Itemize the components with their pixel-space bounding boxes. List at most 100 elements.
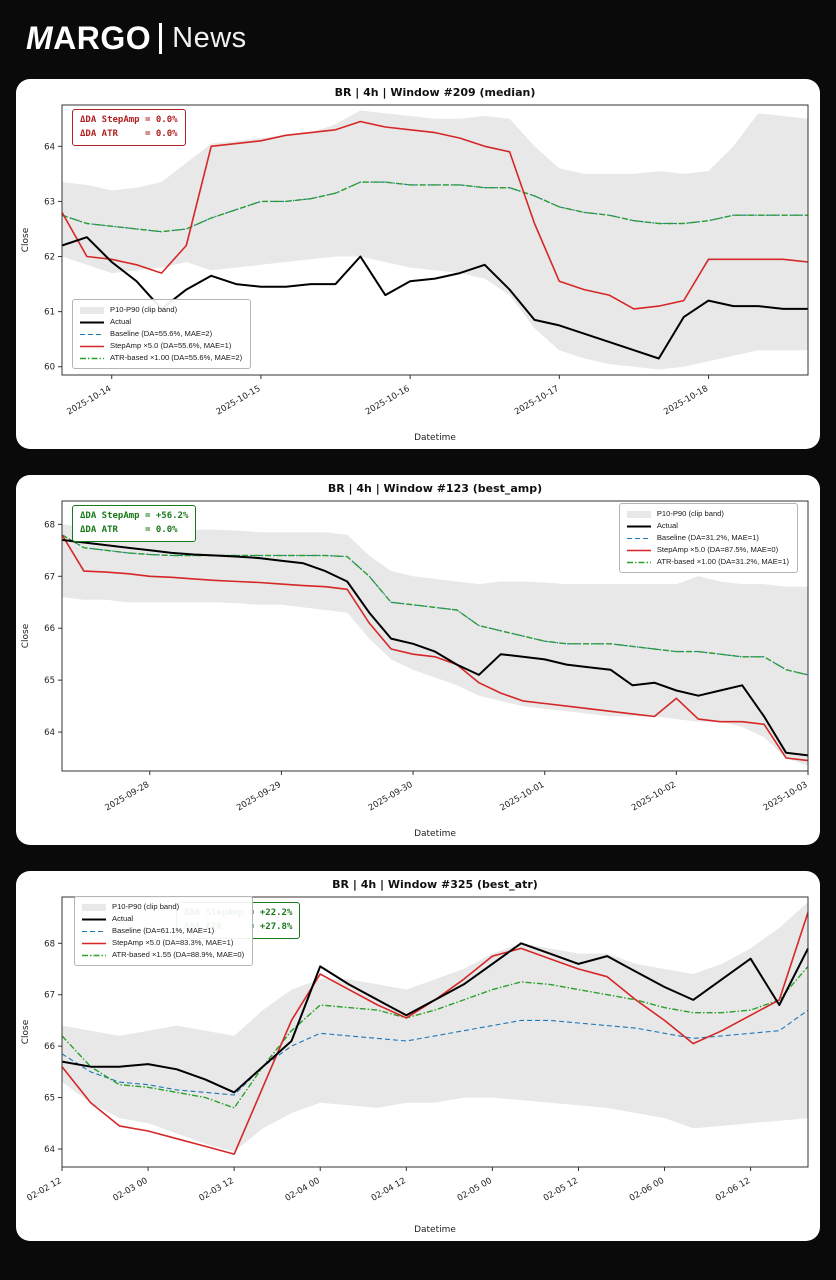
y-tick-label: 64 <box>44 1145 55 1155</box>
legend-label: StepAmp ×5.0 (DA=87.5%, MAE=0) <box>656 545 779 554</box>
x-tick-label: 02-04 00 <box>284 1176 322 1204</box>
x-tick-label: 2025-10-16 <box>364 384 412 417</box>
legend-label: Actual <box>656 521 678 530</box>
legend-entry: Baseline (DA=31.2%, MAE=1) <box>626 532 789 544</box>
legend-entry: Actual <box>79 316 242 328</box>
legend-line-swatch <box>82 942 106 944</box>
y-tick-label: 65 <box>44 676 55 686</box>
series-actual <box>61 942 809 1094</box>
x-tick-label: 2025-09-29 <box>235 780 283 813</box>
legend-label: Actual <box>112 914 134 923</box>
charts-column: 60 61 62 63 64 2025-10-14 2025-10-15 2025-10-16… <box>0 79 836 1241</box>
legend-entry: Actual <box>626 520 789 532</box>
y-tick-label: 67 <box>44 572 55 582</box>
plot-frame <box>61 896 809 1168</box>
x-tick-label: 2025-10-15 <box>215 384 263 417</box>
legend-label: ATR-based ×1.00 (DA=55.6%, MAE=2) <box>110 353 243 362</box>
legend-line-swatch <box>82 954 106 956</box>
series-stepamp <box>61 120 809 310</box>
x-tick-label: 2025-10-18 <box>662 384 710 417</box>
legend-label: Baseline (DA=61.1%, MAE=1) <box>112 926 215 935</box>
chart-card-best-amp: 64 65 66 67 68 2025-09-28 2025-09-29 2025-09-30… <box>16 475 820 845</box>
x-tick-label: 02-06 12 <box>714 1176 752 1204</box>
y-tick-label: 64 <box>44 728 55 738</box>
y-tick-label: 65 <box>44 1094 55 1104</box>
legend-entry: ATR-based ×1.55 (DA=88.9%, MAE=0) <box>81 949 244 961</box>
chart-title: BR | 4h | Window #209 (median) <box>335 86 536 99</box>
legend-line-swatch <box>82 930 106 932</box>
legend-entry: StepAmp ×5.0 (DA=87.5%, MAE=0) <box>626 544 789 556</box>
legend-line-swatch <box>626 549 651 551</box>
legend-entry: ATR-based ×1.00 (DA=31.2%, MAE=1) <box>626 556 789 568</box>
y-tick-label: 62 <box>44 253 55 263</box>
legend-line-swatch <box>80 333 104 335</box>
legend-entry: StepAmp ×5.0 (DA=55.6%, MAE=1) <box>79 340 242 352</box>
chart-best-amp: 64 65 66 67 68 2025-09-28 2025-09-29 2025-09-30… <box>21 482 810 839</box>
legend-line-swatch <box>80 357 104 359</box>
delta-da-annotation: ΔDA StepAmp = 0.0% ΔDA ATR = 0.0% <box>72 109 186 146</box>
legend-band-swatch <box>80 306 104 314</box>
legend-line-swatch <box>82 918 106 920</box>
x-tick-label: 02-05 12 <box>542 1176 580 1204</box>
legend-entry: StepAmp ×5.0 (DA=83.3%, MAE=1) <box>81 937 244 949</box>
series-atr <box>61 965 809 1109</box>
x-tick-label: 02-04 12 <box>370 1176 408 1204</box>
legend-label: Baseline (DA=31.2%, MAE=1) <box>656 533 759 542</box>
legend-label: P10-P90 (clip band) <box>110 305 178 314</box>
header: MARGO News <box>0 0 836 79</box>
p10-p90-band <box>62 524 808 766</box>
legend-line-swatch <box>626 561 651 563</box>
x-tick-label: 2025-10-14 <box>65 384 113 417</box>
legend-band-swatch <box>82 903 106 911</box>
legend-label: StepAmp ×5.0 (DA=55.6%, MAE=1) <box>110 341 232 350</box>
chart-card-median: 60 61 62 63 64 2025-10-14 2025-10-15 2025-10-16… <box>16 79 820 449</box>
chart-legend: P10-P90 (clip band) Actual Baseline (DA=55… <box>72 299 252 369</box>
legend-label: Baseline (DA=55.6%, MAE=2) <box>110 329 213 338</box>
x-tick-label: 2025-10-17 <box>513 384 561 417</box>
y-tick-label: 60 <box>44 363 55 373</box>
y-axis-label: Close <box>21 623 31 648</box>
series-actual <box>61 236 808 360</box>
chart-legend: P10-P90 (clip band) Actual Baseline (DA=31… <box>618 503 798 573</box>
legend-label: ATR-based ×1.00 (DA=31.2%, MAE=1) <box>656 557 789 566</box>
chart-best-atr: 64 65 66 67 68 02-02 12 02-03 00 02-03 12 02-04 … <box>21 878 809 1235</box>
brand-suffix: News <box>172 22 247 54</box>
x-tick-label: 02-03 00 <box>111 1176 149 1204</box>
series-atr <box>61 534 809 676</box>
legend-label: P10-P90 (clip band) <box>112 902 180 911</box>
x-axis-label: Datetime <box>414 829 456 839</box>
chart-title: BR | 4h | Window #325 (best_atr) <box>332 878 538 891</box>
legend-label: ATR-based ×1.55 (DA=88.9%, MAE=0) <box>112 950 245 959</box>
y-tick-label: 61 <box>44 308 55 318</box>
x-tick-label: 02-03 12 <box>198 1176 236 1204</box>
legend-band-swatch <box>626 510 651 518</box>
brand-logo: MARGO News <box>26 20 247 57</box>
chart-legend: P10-P90 (clip band) Actual Baseline (DA=61… <box>74 896 254 966</box>
legend-label: StepAmp ×5.0 (DA=83.3%, MAE=1) <box>112 938 234 947</box>
x-axis-label: Datetime <box>414 433 456 443</box>
x-tick-label: 2025-09-28 <box>103 780 151 813</box>
plot-frame <box>61 104 809 376</box>
y-tick-label: 63 <box>44 197 55 207</box>
x-tick-label: 2025-10-03 <box>762 780 810 813</box>
legend-entry: Baseline (DA=55.6%, MAE=2) <box>79 328 242 340</box>
y-axis-label: Close <box>21 227 31 252</box>
logo-divider-bar <box>159 23 163 54</box>
y-tick-label: 68 <box>44 939 55 949</box>
brand-name: MARGO <box>26 20 152 56</box>
series-atr <box>61 181 808 233</box>
x-tick-label: 2025-10-02 <box>630 780 678 813</box>
legend-entry: Baseline (DA=61.1%, MAE=1) <box>81 925 244 937</box>
legend-label: P10-P90 (clip band) <box>656 509 724 518</box>
plot-frame <box>61 500 809 772</box>
legend-entry: P10-P90 (clip band) <box>79 304 242 316</box>
x-tick-label: 02-06 00 <box>628 1176 666 1204</box>
legend-entry: P10-P90 (clip band) <box>81 901 244 913</box>
x-axis-label: Datetime <box>414 1225 456 1235</box>
chart-card-best-atr: 64 65 66 67 68 02-02 12 02-03 00 02-03 12 02-04 … <box>16 871 820 1241</box>
chart-title: BR | 4h | Window #123 (best_amp) <box>328 482 542 495</box>
y-axis-label: Close <box>21 1019 31 1044</box>
delta-da-annotation: ΔDA StepAmp = +56.2% ΔDA ATR = 0.0% <box>72 505 197 542</box>
y-tick-label: 66 <box>44 1042 55 1052</box>
legend-entry: ATR-based ×1.00 (DA=55.6%, MAE=2) <box>79 352 242 364</box>
